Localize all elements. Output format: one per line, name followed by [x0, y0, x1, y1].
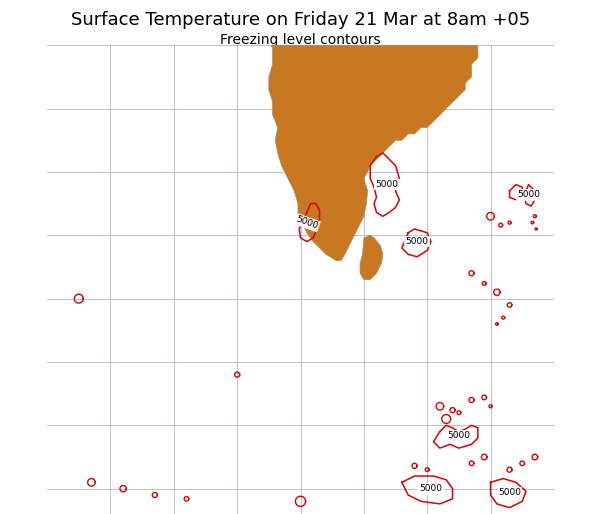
Polygon shape	[360, 235, 383, 280]
Text: 5000: 5000	[406, 237, 429, 246]
Polygon shape	[269, 45, 478, 261]
Text: 5000: 5000	[419, 484, 442, 493]
Text: 5000: 5000	[294, 214, 319, 231]
Text: 5000: 5000	[375, 180, 398, 189]
Text: 5000: 5000	[517, 190, 540, 199]
Text: Freezing level contours: Freezing level contours	[220, 32, 381, 47]
Text: 5000: 5000	[447, 431, 471, 440]
Text: 5000: 5000	[498, 488, 521, 497]
Text: Surface Temperature on Friday 21 Mar at 8am +05: Surface Temperature on Friday 21 Mar at …	[71, 11, 530, 29]
